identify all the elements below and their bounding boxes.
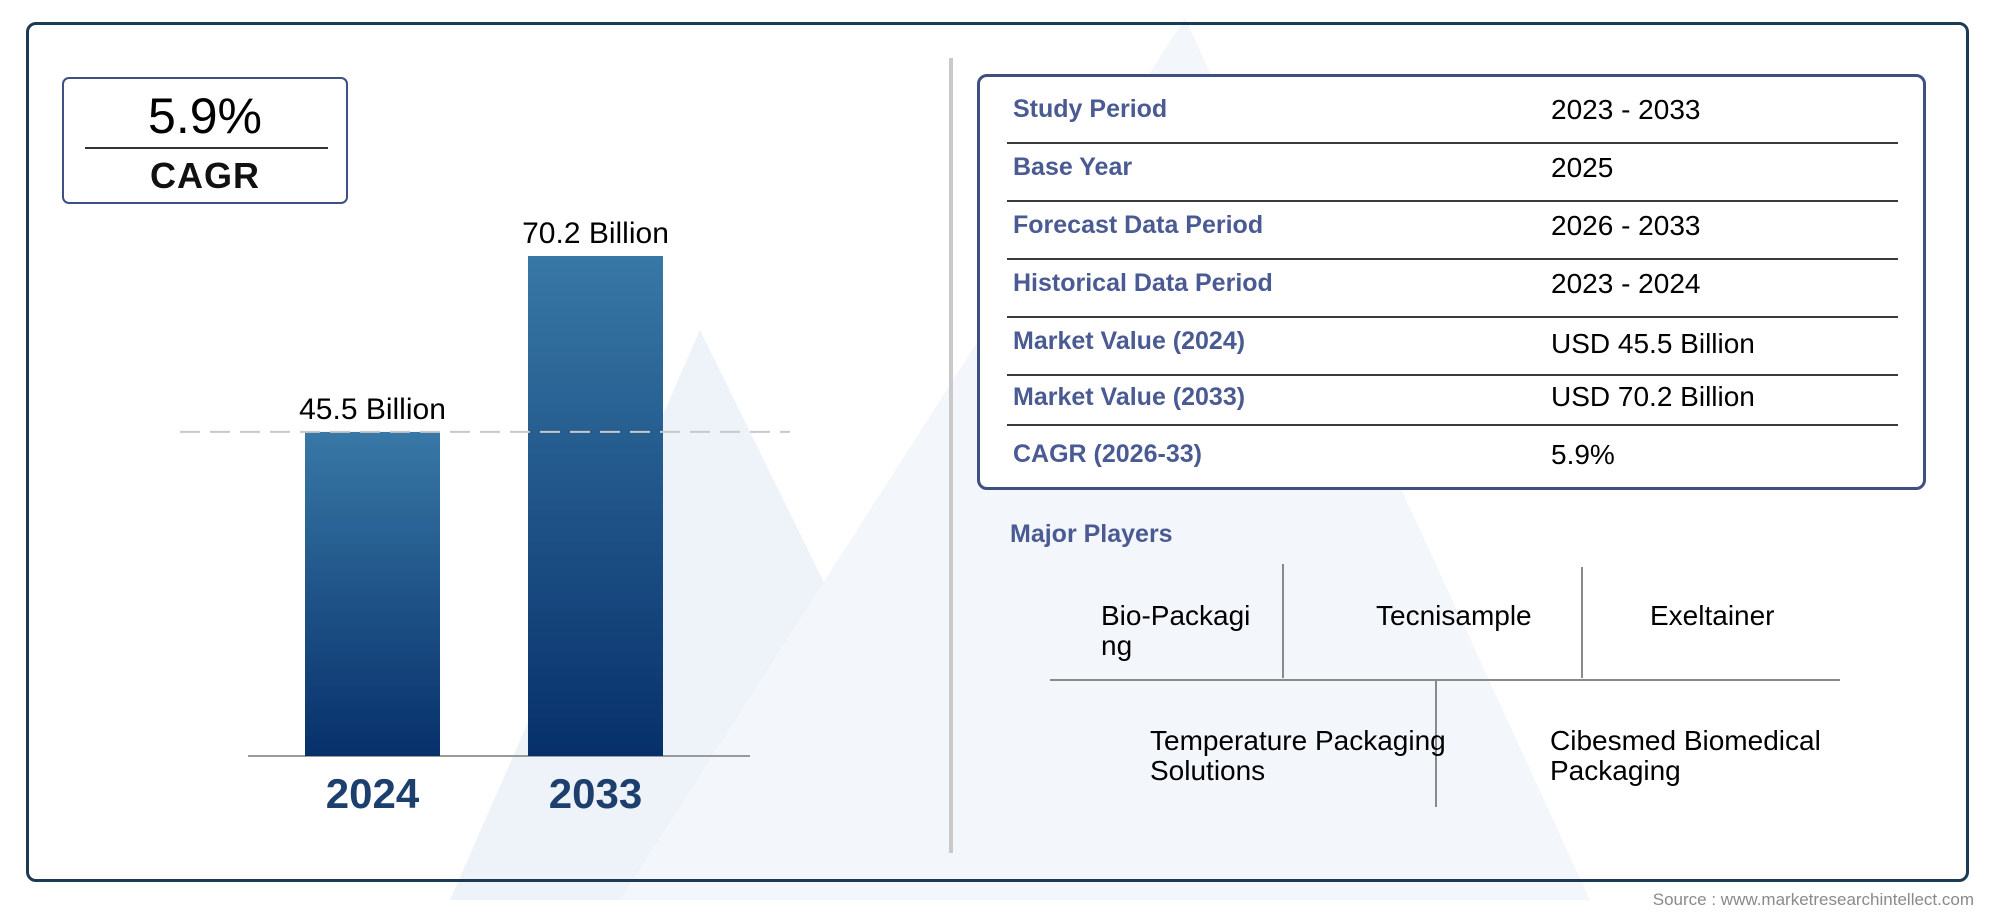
cagr-badge: 5.9% CAGR <box>62 77 348 204</box>
player-name-line: Packaging <box>1550 755 1681 786</box>
info-value: 5.9% <box>1551 439 1615 470</box>
bar-2033 <box>528 256 663 756</box>
player-exeltainer: Exeltainer <box>1650 601 1775 631</box>
info-value: 2026 - 2033 <box>1551 210 1701 241</box>
cagr-rule <box>85 147 328 149</box>
player-name-line: ng <box>1101 630 1133 661</box>
x-tick-label: 2033 <box>549 770 642 817</box>
player-tecnisample: Tecnisample <box>1376 601 1532 631</box>
info-label: Base Year <box>1013 153 1133 181</box>
major-players-title: Major Players <box>1010 520 1173 548</box>
info-rule <box>1007 258 1898 260</box>
cagr-value: 5.9% <box>148 88 262 144</box>
players-divider <box>1282 564 1284 678</box>
players-divider <box>1435 680 1437 807</box>
info-label: Market Value (2024) <box>1013 327 1246 355</box>
info-value: USD 45.5 Billion <box>1551 328 1755 359</box>
x-tick-label: 2024 <box>326 770 420 817</box>
info-rule <box>1007 374 1898 376</box>
info-rule <box>1007 200 1898 202</box>
info-label: Forecast Data Period <box>1013 211 1264 239</box>
players-divider <box>1581 567 1583 678</box>
info-value: 2025 <box>1551 152 1614 183</box>
info-label: Study Period <box>1013 95 1168 123</box>
infographic-frame <box>26 22 1969 882</box>
player-name-line: Temperature Packaging <box>1150 725 1446 756</box>
info-rule <box>1007 316 1898 318</box>
bar-2024 <box>305 431 440 756</box>
info-label: CAGR (2026-33) <box>1013 440 1202 468</box>
player-name-line: Bio-Packagi <box>1101 600 1251 631</box>
info-value: USD 70.2 Billion <box>1551 381 1755 412</box>
cagr-label: CAGR <box>150 155 260 196</box>
info-value: 2023 - 2024 <box>1551 268 1701 299</box>
player-name-line: Tecnisample <box>1376 600 1532 631</box>
info-rule <box>1007 142 1898 144</box>
market-bar-chart: 45.5 Billion 2024 70.2 Billion 2033 <box>180 217 790 817</box>
players-divider <box>1050 679 1840 681</box>
data-label: 70.2 Billion <box>522 217 669 250</box>
info-label: Historical Data Period <box>1013 269 1273 297</box>
player-name-line: Cibesmed Biomedical <box>1550 725 1821 756</box>
player-name-line: Exeltainer <box>1650 600 1775 631</box>
market-info-panel: Study Period 2023 - 2033 Base Year 2025 … <box>977 74 1926 490</box>
player-temperature-packaging: Temperature Packaging Solutions <box>1150 726 1446 786</box>
player-cibesmed: Cibesmed Biomedical Packaging <box>1550 726 1821 786</box>
player-name-line: Solutions <box>1150 755 1266 786</box>
info-label: Market Value (2033) <box>1013 383 1246 411</box>
info-rule <box>1007 424 1898 426</box>
data-label: 45.5 Billion <box>299 393 446 426</box>
section-divider <box>949 58 953 853</box>
source-credit: Source : www.marketresearchintellect.com <box>1652 890 1974 909</box>
info-value: 2023 - 2033 <box>1551 94 1701 125</box>
player-bio-packaging: Bio-Packagi ng <box>1101 601 1250 661</box>
